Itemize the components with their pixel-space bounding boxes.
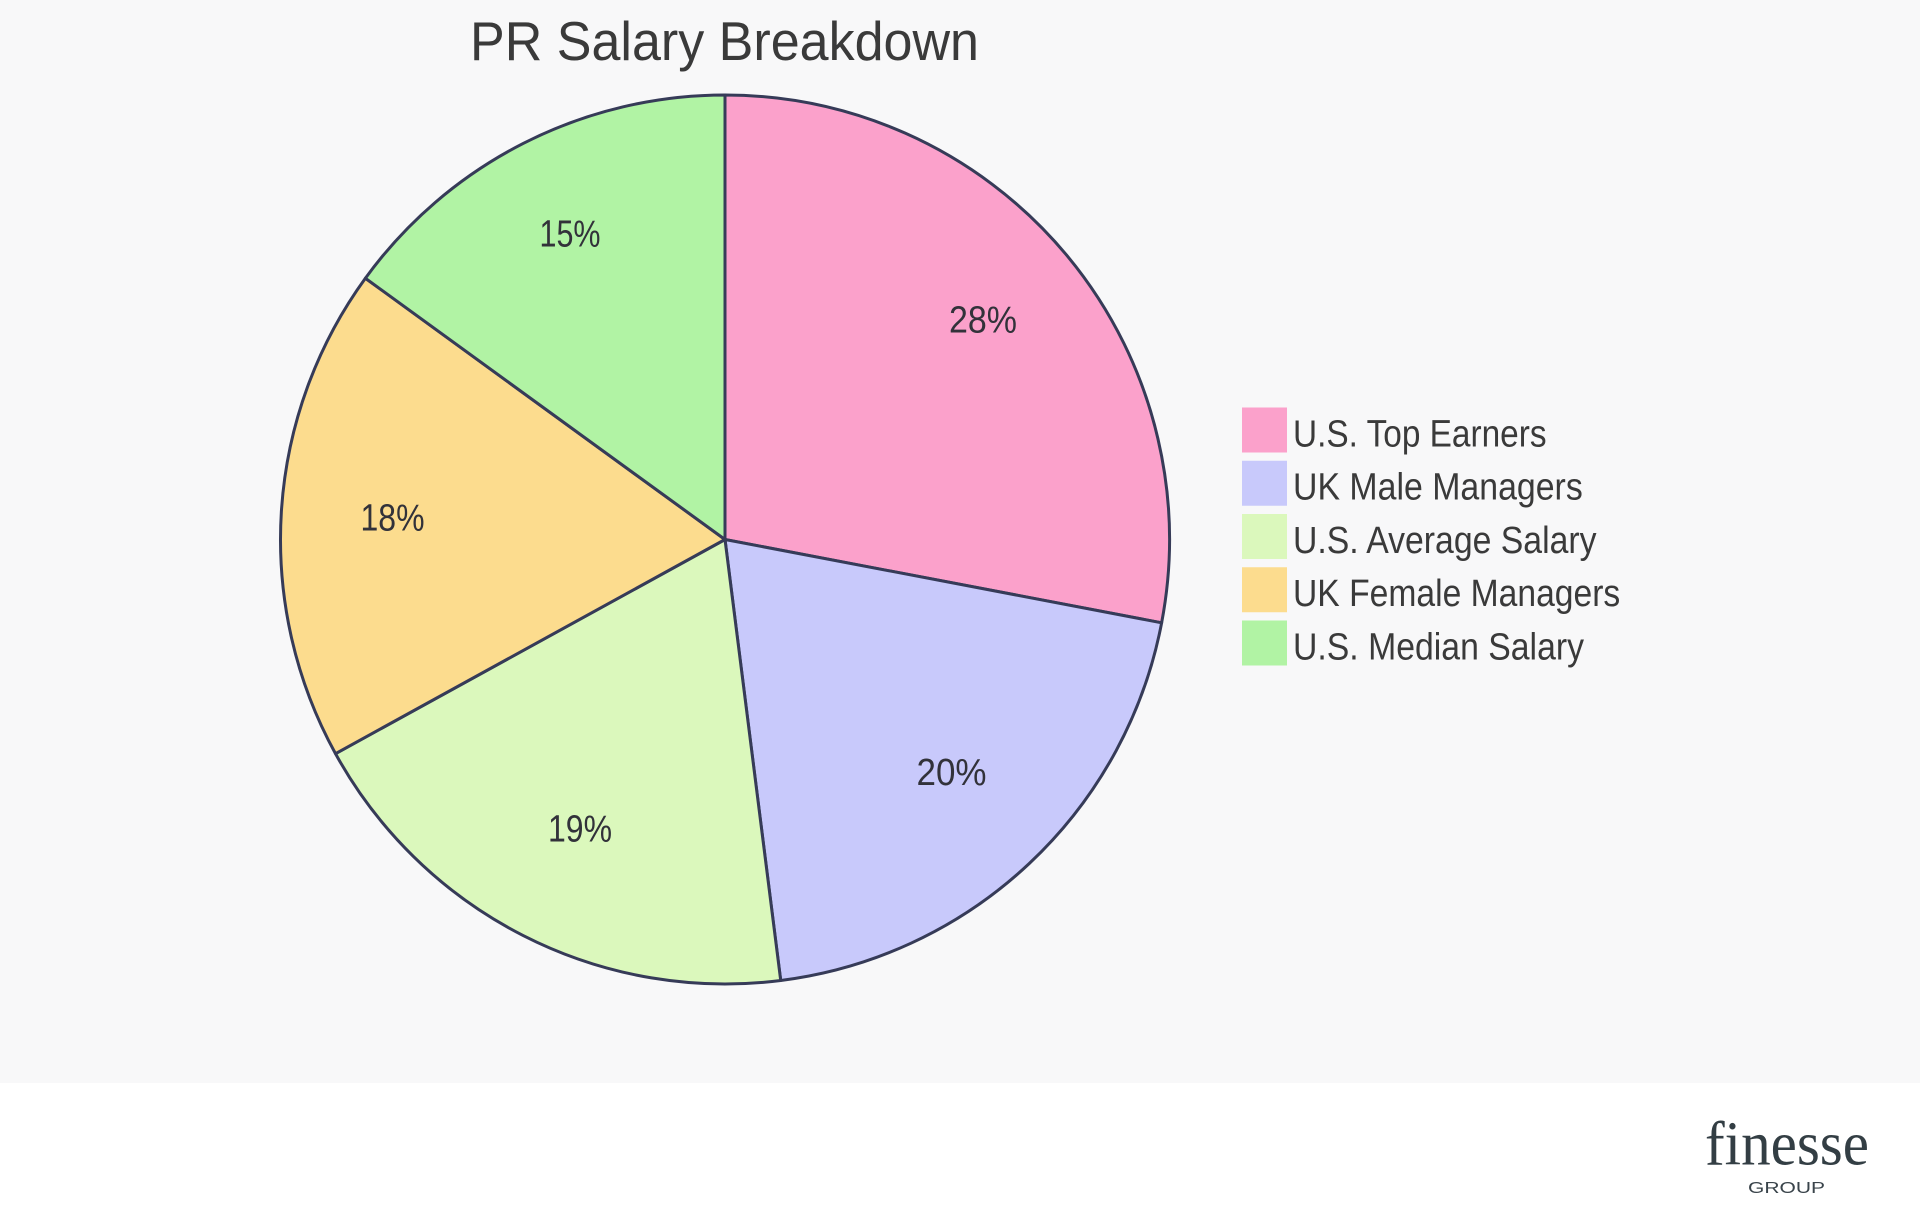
svg-text:UK Male Managers: UK Male Managers <box>1293 467 1583 509</box>
svg-text:U.S. Top Earners: U.S. Top Earners <box>1293 413 1547 455</box>
svg-text:UK Female Managers: UK Female Managers <box>1293 573 1620 615</box>
svg-text:finesse: finesse <box>1705 1111 1869 1179</box>
svg-text:U.S. Median Salary: U.S. Median Salary <box>1293 626 1584 668</box>
svg-text:15%: 15% <box>540 214 601 256</box>
svg-text:28%: 28% <box>949 300 1017 342</box>
svg-text:19%: 19% <box>548 809 612 851</box>
svg-text:U.S. Average Salary: U.S. Average Salary <box>1293 520 1597 562</box>
svg-text:18%: 18% <box>361 498 425 540</box>
svg-text:GROUP: GROUP <box>1748 1180 1825 1197</box>
svg-text:20%: 20% <box>917 752 987 794</box>
svg-text:PR Salary Breakdown: PR Salary Breakdown <box>470 10 979 72</box>
